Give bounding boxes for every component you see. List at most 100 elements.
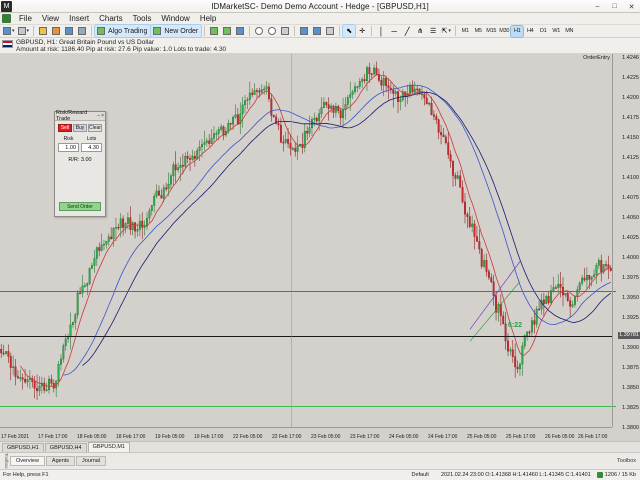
- auto-scroll-icon[interactable]: [298, 25, 310, 37]
- price-tick: 1.4150: [622, 135, 639, 141]
- timeframe-m1[interactable]: M1: [461, 28, 469, 34]
- chart-vertical-divider: [291, 54, 292, 442]
- trendline-icon[interactable]: ╱: [404, 26, 410, 36]
- price-tick: 1.4025: [622, 235, 639, 241]
- chart-shift-icon[interactable]: [311, 25, 323, 37]
- text-tool-icon[interactable]: ☰: [430, 28, 437, 35]
- time-tick: 22 Feb 05:00: [233, 434, 263, 441]
- status-ohlc-quote: 2021.02.24 23:00 O:1.41368 H:1.41460 L:1…: [440, 472, 591, 478]
- lots-input[interactable]: 4.30: [81, 143, 102, 152]
- price-tick: 1.4075: [622, 195, 639, 201]
- toolbox-tab-overview[interactable]: Overview: [10, 456, 45, 467]
- menu-item-view[interactable]: View: [41, 13, 60, 23]
- symbol-info-strip: GBPUSD, H1: Great Britain Pound vs US Do…: [0, 38, 640, 54]
- templates-icon[interactable]: [279, 25, 291, 37]
- horizontal-line-icon[interactable]: ─: [391, 26, 398, 36]
- price-tick: 1.4000: [622, 255, 639, 261]
- vertical-line-icon[interactable]: │: [378, 26, 384, 36]
- chart-tab-gbpusd-m1[interactable]: GBPUSD,M1: [87, 442, 130, 453]
- timeframe-d1[interactable]: D1: [539, 28, 547, 34]
- profiles-icon[interactable]: ▾: [17, 25, 31, 37]
- risk-field-label: Risk: [63, 136, 74, 142]
- status-profile: Default: [411, 472, 429, 478]
- toolbox-label: Toolbox: [617, 458, 636, 465]
- fibonacci-icon[interactable]: ⋔: [417, 28, 424, 35]
- price-axis[interactable]: 1.4246 1.4225 1.4200 1.4175 1.4150 1.412…: [612, 54, 640, 431]
- menu-item-charts[interactable]: Charts: [99, 13, 123, 23]
- navigator-icon[interactable]: [63, 25, 75, 37]
- new-order-button[interactable]: New Order: [150, 24, 203, 38]
- risk-input[interactable]: 1.00: [58, 143, 79, 152]
- timeframe-m5[interactable]: M5: [474, 28, 482, 34]
- indicators-icon[interactable]: [324, 25, 336, 37]
- chart-area[interactable]: 6:22 OrderEntry 1.4246 1.4225 1.4200 1.4…: [0, 54, 640, 442]
- menu-item-tools[interactable]: Tools: [132, 13, 152, 23]
- timeframe-h4[interactable]: H4: [526, 28, 534, 34]
- clear-button[interactable]: Clear: [88, 124, 102, 132]
- menu-item-window[interactable]: Window: [161, 13, 190, 23]
- market-watch-icon[interactable]: [37, 25, 49, 37]
- price-tick: 1.4175: [622, 115, 639, 121]
- risk-reward-panel-titlebar[interactable]: Risk/Reward Trade – ×: [55, 110, 105, 122]
- risk-reward-panel[interactable]: Risk/Reward Trade – × Sell Buy Clear Ris…: [54, 110, 106, 217]
- timeframe-m15[interactable]: M15: [486, 28, 497, 34]
- send-order-button[interactable]: Send Order: [59, 202, 101, 211]
- new-order-label: New Order: [164, 27, 199, 35]
- candlestick-chart-icon[interactable]: [221, 25, 233, 37]
- app-icon: M: [1, 0, 12, 12]
- cursor-icon[interactable]: ⬉: [342, 24, 357, 38]
- crosshair-icon[interactable]: ✛: [359, 28, 366, 35]
- menu-item-insert[interactable]: Insert: [69, 13, 90, 23]
- risk-panel-close-icon[interactable]: ×: [101, 113, 104, 119]
- new-order-icon: [151, 25, 163, 37]
- network-icon: [596, 472, 603, 478]
- data-window-icon[interactable]: [50, 25, 62, 37]
- line-chart-icon[interactable]: [234, 25, 246, 37]
- sell-button[interactable]: Sell: [58, 124, 72, 132]
- main-toolbar: ▾ ▾ Algo Trading New Order ⬉ ✛: [0, 24, 640, 38]
- algo-trading-button[interactable]: Algo Trading: [94, 24, 152, 38]
- menu-item-help[interactable]: Help: [199, 13, 217, 23]
- toolbox-tab-agents[interactable]: Agents: [45, 456, 76, 467]
- current-bid-price-tag: 1.39781: [618, 332, 640, 339]
- order-entry-label: OrderEntry: [583, 55, 610, 61]
- arrow-tool-icon[interactable]: ⇱ ▾: [441, 28, 451, 35]
- resistance-line[interactable]: [0, 291, 640, 292]
- bid-price-line[interactable]: [0, 336, 640, 337]
- chart-tab-gbpusd-h4[interactable]: GBPUSD,H4: [44, 443, 87, 453]
- timeframe-w1[interactable]: W1: [552, 28, 561, 34]
- bar-chart-icon[interactable]: [208, 25, 220, 37]
- zoom-in-icon[interactable]: [253, 25, 265, 37]
- price-tick: 1.3800: [622, 425, 639, 431]
- symbol-info-text: GBPUSD, H1: Great Britain Pound vs US Do…: [16, 39, 226, 53]
- time-tick: 19 Feb 17:00: [194, 434, 224, 441]
- timeframe-mn[interactable]: MN: [565, 28, 574, 34]
- terminal-icon[interactable]: [76, 25, 88, 37]
- symbol-title: GBPUSD, H1: Great Britain Pound vs US Do…: [16, 39, 154, 46]
- status-network-text: 1206 / 15 Kb: [604, 472, 636, 478]
- time-axis[interactable]: 17 Feb 2021 17 Feb 17:00 18 Feb 05:00 18…: [0, 427, 612, 442]
- new-chart-icon[interactable]: ▾: [2, 25, 16, 37]
- minimize-button[interactable]: –: [595, 3, 600, 10]
- price-tick: 1.3875: [622, 365, 639, 371]
- menu-bar: File View Insert Charts Tools Window Hel…: [0, 13, 640, 25]
- maximize-button[interactable]: □: [612, 3, 617, 10]
- time-tick: 25 Feb 17:00: [506, 434, 536, 441]
- zoom-out-icon[interactable]: [266, 25, 278, 37]
- timeframe-m30[interactable]: M30: [499, 28, 510, 34]
- time-tick: 22 Feb 17:00: [272, 434, 302, 441]
- status-network: 1206 / 15 Kb: [596, 472, 640, 478]
- support-line[interactable]: [0, 406, 640, 407]
- timeframe-h1[interactable]: H1: [510, 24, 525, 38]
- toolbox-side-label: Toolbox: [4, 453, 9, 469]
- buy-button[interactable]: Buy: [73, 124, 87, 132]
- menu-item-file[interactable]: File: [19, 13, 32, 23]
- price-tick: 1.4200: [622, 95, 639, 101]
- chart-tab-gbpusd-h1[interactable]: GBPUSD,H1: [2, 443, 44, 453]
- algo-trading-icon: [95, 25, 107, 37]
- close-button[interactable]: ✕: [628, 3, 635, 11]
- risk-panel-minimize-icon[interactable]: –: [97, 113, 101, 119]
- window-title: IDMarketSC- Demo Demo Account - Hedge - …: [211, 1, 429, 11]
- toolbox-tab-journal[interactable]: Journal: [76, 456, 107, 467]
